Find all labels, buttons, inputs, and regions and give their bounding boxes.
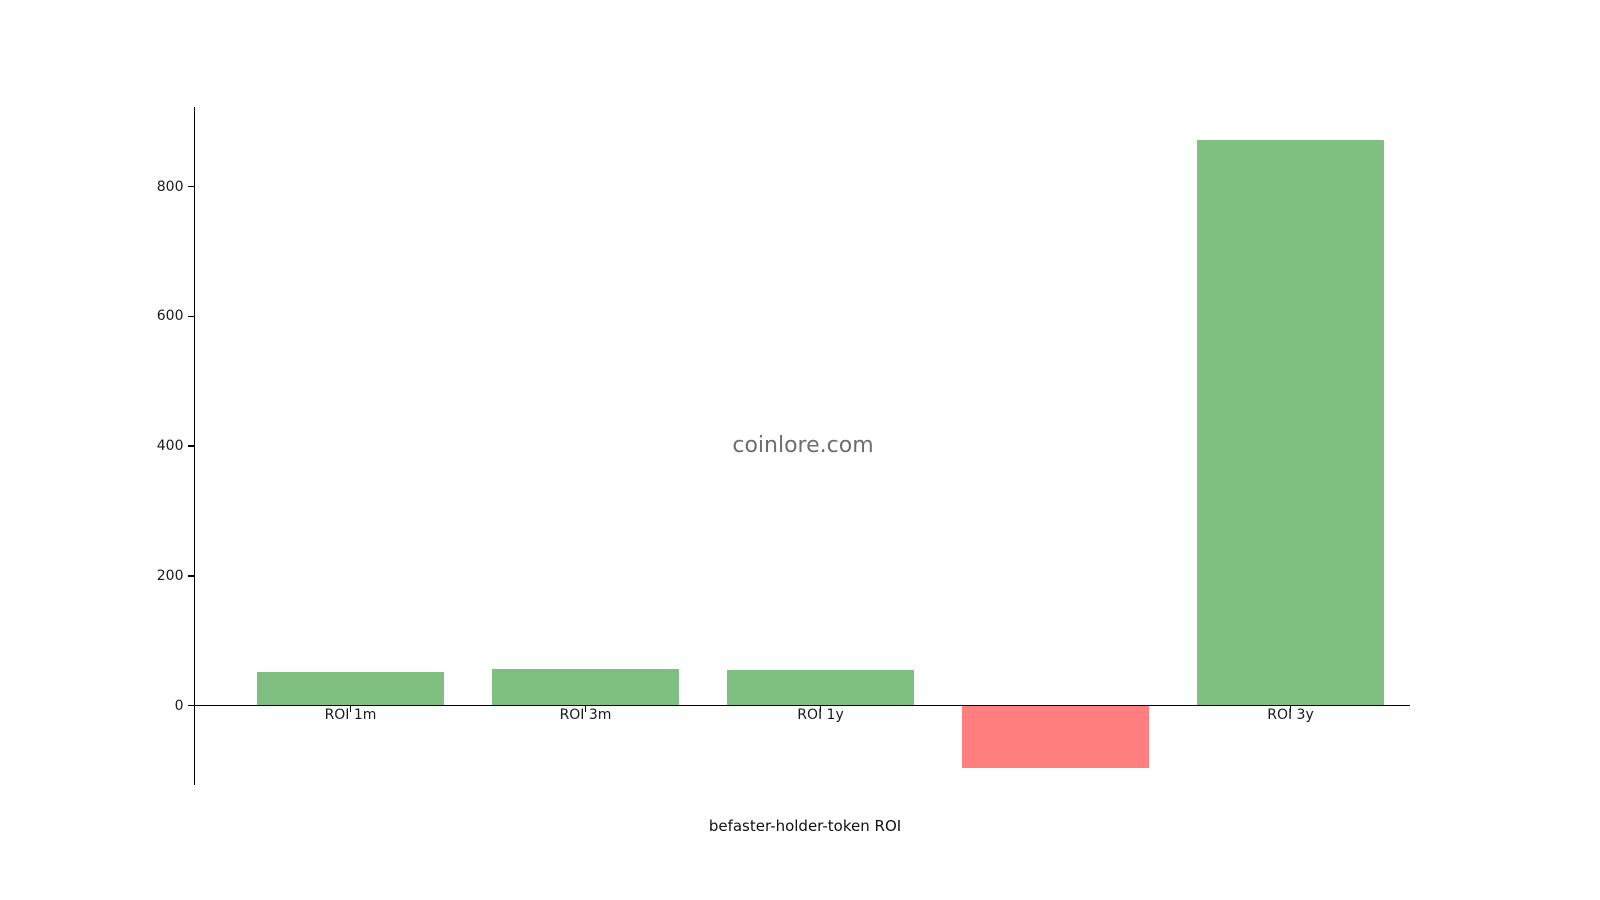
y-tick-mark bbox=[187, 185, 194, 188]
y-tick-mark bbox=[187, 445, 194, 447]
chart-title: befaster-holder-token ROI bbox=[708, 817, 902, 835]
y-tick-mark bbox=[187, 704, 194, 707]
y-axis-line bbox=[193, 107, 195, 785]
x-tick-label: ROI 1y bbox=[797, 707, 844, 723]
y-tick-label: 0 bbox=[174, 697, 184, 714]
x-axis-zero-line bbox=[193, 704, 1410, 707]
y-tick-mark bbox=[187, 575, 194, 577]
bar-roi-3m bbox=[491, 668, 680, 706]
x-tick-label: ROI 3y bbox=[1267, 707, 1314, 723]
bar-roi-1m bbox=[256, 672, 445, 706]
x-tick-mark bbox=[349, 705, 352, 712]
bar-roi-1y bbox=[726, 670, 915, 706]
x-tick-mark bbox=[819, 705, 822, 712]
watermark-text: coinlore.com bbox=[732, 433, 874, 458]
y-tick-label: 400 bbox=[156, 438, 184, 454]
x-tick-label: ROI 3m bbox=[559, 707, 612, 723]
x-tick-mark bbox=[584, 705, 587, 712]
bar-roi-3y bbox=[1196, 139, 1385, 706]
y-tick-label: 200 bbox=[156, 567, 184, 584]
y-tick-mark bbox=[187, 315, 194, 317]
x-tick-mark bbox=[1289, 705, 1292, 712]
x-tick-label: ROI 1m bbox=[324, 707, 377, 723]
y-tick-label: 600 bbox=[156, 308, 184, 325]
y-tick-label: 800 bbox=[156, 178, 184, 195]
bar-unlabeled-4 bbox=[961, 705, 1150, 768]
